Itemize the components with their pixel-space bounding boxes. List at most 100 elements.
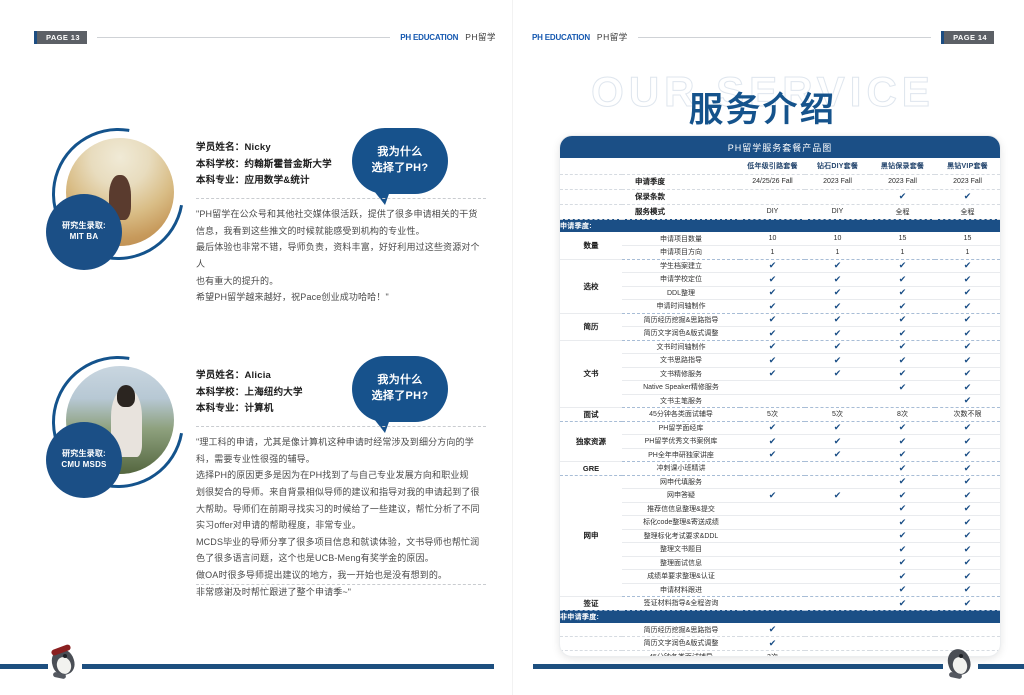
row-label: 服务模式 [560,204,740,220]
check-icon: ✔ [768,624,777,634]
check-icon: ✔ [768,273,777,284]
quote-line: 划很契合的导师。来自背景相似导师的建议和指导对我的申请起到了很 [196,486,480,497]
check-icon: ✔ [898,462,907,473]
row-item-label: 简历文字润色&版式调整 [622,326,740,341]
row-item-label: 网申答疑 [622,488,740,503]
quote-line: "理工科的申请，尤其是像计算机这种申请时经常涉及到细分方向的学 [196,437,474,447]
table-cell-value [740,475,805,489]
row-item-label: PH全年申研独家讲座 [622,448,740,462]
table-cell-value: 1 [870,245,935,260]
penguin-icon [46,643,80,680]
check-icon: ✔ [833,449,842,460]
check-icon: ✔ [963,530,972,541]
check-icon: ✔ [898,327,907,338]
quote-line: 希望PH留学越来越好，祝Pace创业成功哈哈！" [196,292,389,303]
row-label: 申请季度 [560,174,740,190]
table-section-header: 申请季度: [560,219,1000,232]
row-group-label: 文书 [560,340,622,408]
row-item-label: 45分钟各类面试辅导 [622,407,740,422]
check-icon: ✔ [898,422,907,433]
student-name: 学员姓名：Alicia [196,370,272,381]
check-icon: ✔ [963,570,972,581]
table-row: 服务模式 DIY DIY 全程 全程 [560,204,1000,220]
check-icon: ✔ [963,422,972,433]
quote-divider [196,198,486,199]
check-icon: ✔ [768,314,777,325]
table-cell-value [805,380,870,395]
row-item-label: 冲刺课小班精讲 [622,461,740,476]
brand-en-left: PH EDUCATION [400,32,459,42]
speech-bubble: 我为什么 选择了PH? [352,356,448,433]
table-cell-value [805,189,870,205]
row-item-label: 整理文书题目 [622,542,740,557]
row-label: 保录条款 [560,189,740,205]
admission-badge-line1: 研究生录取: [62,449,106,459]
running-header-right: PH EDUCATION PH留学 PAGE 14 [532,30,994,44]
table-cell-value: DIY [805,204,870,220]
row-group-label: 选校 [560,259,622,314]
check-icon: ✔ [898,381,907,392]
check-icon: ✔ [768,341,777,352]
table-column-header-row: 低年级引路套餐 钻石DIY套餐 黑钻保录套餐 黑钻VIP套餐 [560,158,1000,175]
check-icon: ✔ [963,543,972,554]
table-cell-value [740,380,805,395]
admission-badge-line1: 研究生录取: [62,221,106,231]
student-school: 本科学校：上海纽约大学 [196,386,303,398]
table-cell-value: 10 [805,232,870,246]
admission-badge-line2: CMU MSDS [61,460,107,469]
check-icon: ✔ [768,368,777,379]
page-number-left: PAGE 13 [34,30,87,44]
table-row: 整理标化考试要求&DDL ✔ ✔ [560,529,1000,543]
check-icon: ✔ [833,260,842,271]
row-item-label: 简历文字润色&版式调整 [622,636,740,651]
row-group-spacer [560,650,622,656]
row-group-label: 网申 [560,475,622,597]
avatar: 研究生录取: MIT BA [26,102,210,286]
check-icon: ✔ [898,341,907,352]
table-cell-value: 1 [805,245,870,260]
check-icon: ✔ [833,300,842,311]
row-item-label: 申请时间轴制作 [622,299,740,314]
table-cell-value [805,650,870,656]
table-row: 网申答疑 ✔ ✔ ✔ ✔ [560,488,1000,503]
check-icon: ✔ [963,327,972,338]
check-icon: ✔ [768,422,777,433]
check-icon: ✔ [898,314,907,325]
check-icon: ✔ [963,260,972,271]
check-icon: ✔ [898,191,907,201]
student-school: 本科学校：约翰斯霍普金斯大学 [196,158,332,170]
table-cell-value [870,623,935,637]
table-cell-value [805,542,870,557]
check-icon: ✔ [963,273,972,284]
table-cell-value [805,583,870,597]
section-label: 非申请季度: [560,610,1000,623]
row-group-label: 签证 [560,596,622,611]
table-row: PH全年申研独家讲座 ✔ ✔ ✔ ✔ [560,448,1000,462]
check-icon: ✔ [898,557,907,568]
table-row: 简历文字润色&版式调整 ✔ ✔ ✔ ✔ [560,326,1000,341]
table-cell-value [740,542,805,557]
table-row: PH留学优秀文书案例库 ✔ ✔ ✔ ✔ [560,434,1000,449]
table-cell-value [805,394,870,408]
student-name: 学员姓名：Nicky [196,142,271,153]
row-item-label: Native Speaker精修服务 [622,380,740,395]
check-icon: ✔ [833,422,842,433]
check-icon: ✔ [963,435,972,446]
table-cell-value: 24/25/26 Fall [740,174,805,190]
table-cell-value [805,569,870,584]
footer-rule [82,664,494,669]
row-group-spacer [560,636,622,651]
row-item-label: 申请项目方向 [622,245,740,260]
check-icon: ✔ [898,273,907,284]
check-icon: ✔ [898,300,907,311]
row-item-label: 成绩单要求整理&认证 [622,569,740,584]
table-cell-value [740,569,805,584]
section-label: 申请季度: [560,219,1000,232]
row-item-label: 文书精修服务 [622,367,740,381]
row-item-label: 整理面试信息 [622,556,740,570]
check-icon: ✔ [898,354,907,365]
footer-rule [978,664,1024,669]
table-cell-value: 2023 Fall [935,174,1000,190]
table-body: 低年级引路套餐 钻石DIY套餐 黑钻保录套餐 黑钻VIP套餐 申请季度 24/25/26 … [560,158,1000,656]
check-icon: ✔ [963,341,972,352]
